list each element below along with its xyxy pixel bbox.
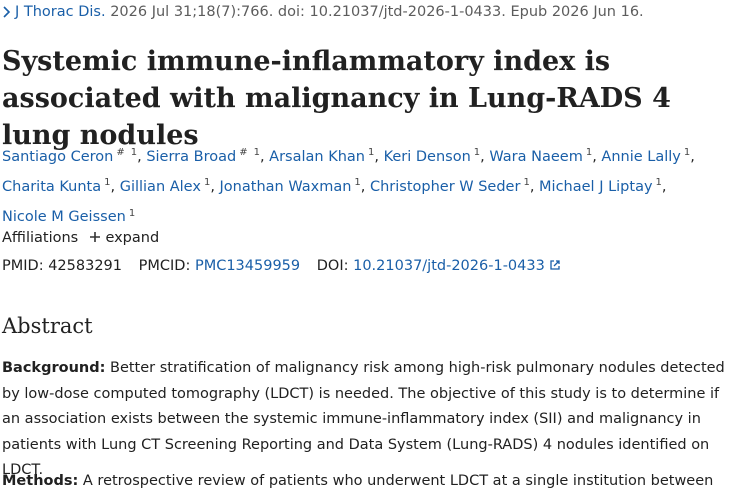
author-separator: , xyxy=(529,179,535,196)
author: Charita Kunta 1 xyxy=(2,177,111,196)
author-name[interactable]: Santiago Ceron xyxy=(2,148,114,165)
author-name[interactable]: Keri Denson xyxy=(383,148,471,165)
author-name[interactable]: Christopher W Seder xyxy=(369,179,521,196)
section-label: Background: xyxy=(2,360,106,376)
author-separator: , xyxy=(259,148,265,165)
author-mark[interactable]: # xyxy=(239,147,248,158)
chevron-icon[interactable] xyxy=(2,6,11,18)
external-link-icon[interactable] xyxy=(549,259,561,271)
author: Wara Naeem 1 xyxy=(489,147,593,165)
pmid-label: PMID: xyxy=(2,258,44,274)
article-title: Systemic immune-inflammatory index is as… xyxy=(2,46,671,151)
author-name[interactable]: Annie Lally xyxy=(601,148,681,165)
author-name[interactable]: Charita Kunta xyxy=(2,179,102,196)
author: Sierra Broad #1 xyxy=(146,147,260,165)
author: Annie Lally 1 xyxy=(601,147,691,165)
author: Nicole M Geissen 1 xyxy=(2,207,136,226)
author-name[interactable]: Michael J Liptay xyxy=(539,179,653,196)
citation-details: 2026 Jul 31;18(7):766. doi: 10.21037/jtd… xyxy=(110,4,644,20)
author-mark[interactable]: 1 xyxy=(354,177,361,189)
journal-link[interactable]: J Thorac Dis. xyxy=(15,4,106,20)
author-separator: , xyxy=(480,148,485,165)
section-text: A retrospective review of patients who u… xyxy=(82,473,714,489)
pmid-value: 42583291 xyxy=(48,258,123,274)
author-mark[interactable]: 1 xyxy=(683,147,691,158)
author-name[interactable]: Nicole M Geissen xyxy=(2,209,126,226)
affiliations-row: Affiliations expand xyxy=(2,230,159,246)
pmcid-label: PMCID: xyxy=(138,258,191,274)
author: Santiago Ceron #1 xyxy=(2,147,138,165)
author-name[interactable]: Arsalan Khan xyxy=(269,148,365,165)
author-separator: , xyxy=(690,148,695,165)
author-separator: , xyxy=(360,179,366,196)
author-name[interactable]: Gillian Alex xyxy=(119,179,201,196)
author-mark[interactable]: 1 xyxy=(253,147,260,158)
author-separator: , xyxy=(661,179,667,196)
abstract-background: Background: Better stratification of mal… xyxy=(2,356,727,484)
author: Gillian Alex 1 xyxy=(119,177,211,196)
author-mark[interactable]: 1 xyxy=(130,147,138,158)
abstract-methods: Methods: A retrospective review of patie… xyxy=(2,469,727,495)
author-mark[interactable]: # xyxy=(116,147,125,158)
affiliations-label: Affiliations xyxy=(2,230,79,246)
section-text: Better stratification of malignancy risk… xyxy=(2,360,725,478)
author-mark[interactable]: 1 xyxy=(203,177,211,189)
author-name[interactable]: Jonathan Waxman xyxy=(219,179,352,196)
author-separator: , xyxy=(374,148,379,165)
author: Michael J Liptay 1 xyxy=(539,177,662,196)
author-mark[interactable]: 1 xyxy=(585,147,593,158)
identifiers-row: PMID: 42583291 PMCID: PMC13459959 DOI: 1… xyxy=(2,258,561,274)
author: Keri Denson 1 xyxy=(383,147,481,165)
expand-toggle[interactable]: expand xyxy=(89,230,159,246)
doi-label: DOI: xyxy=(316,258,349,274)
author-mark[interactable]: 1 xyxy=(655,177,662,189)
author-separator: , xyxy=(592,148,597,165)
author-mark[interactable]: 1 xyxy=(104,177,111,189)
citation: J Thorac Dis. 2026 Jul 31;18(7):766. doi… xyxy=(2,4,644,20)
abstract-heading: Abstract xyxy=(2,314,93,338)
author-mark[interactable]: 1 xyxy=(523,177,530,189)
author: Jonathan Waxman 1 xyxy=(219,177,361,196)
pmcid-link[interactable]: PMC13459959 xyxy=(194,258,301,274)
author: Christopher W Seder 1 xyxy=(369,177,530,196)
author-name[interactable]: Sierra Broad xyxy=(146,148,237,165)
author-separator: , xyxy=(137,148,142,165)
author-list: Santiago Ceron #1, Sierra Broad #1, Arsala… xyxy=(2,140,737,231)
author-mark[interactable]: 1 xyxy=(473,147,481,158)
doi-link[interactable]: 10.21037/jtd-2026-1-0433 xyxy=(353,258,545,274)
expand-label[interactable]: expand xyxy=(105,230,160,246)
plus-icon xyxy=(89,232,100,242)
author-mark[interactable]: 1 xyxy=(367,147,375,158)
author-name[interactable]: Wara Naeem xyxy=(489,148,583,165)
section-label: Methods: xyxy=(2,473,79,489)
author-separator: , xyxy=(210,179,215,196)
author-separator: , xyxy=(110,179,116,196)
author-mark[interactable]: 1 xyxy=(128,207,136,219)
author: Arsalan Khan 1 xyxy=(269,147,375,165)
